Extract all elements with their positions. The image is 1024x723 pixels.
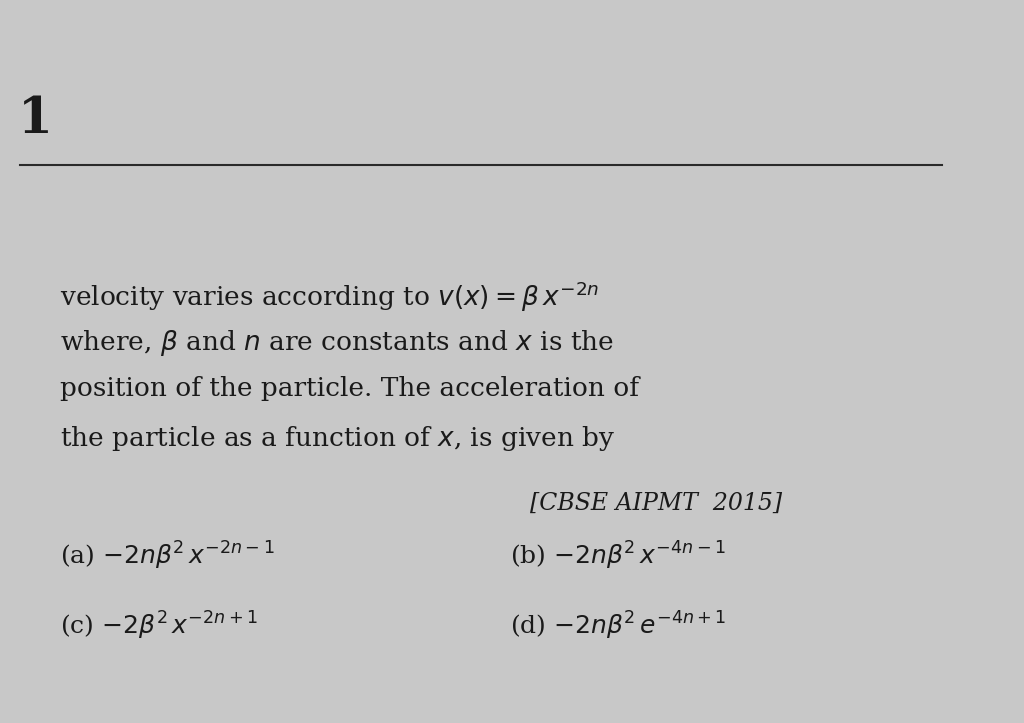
Text: [CBSE AIPMT  2015]: [CBSE AIPMT 2015] <box>530 492 782 515</box>
Text: (d) $-2n\beta^2\, e^{-4n+1}$: (d) $-2n\beta^2\, e^{-4n+1}$ <box>510 610 726 642</box>
Text: position of the particle. The acceleration of: position of the particle. The accelerati… <box>60 376 639 401</box>
Text: velocity varies according to $v(x) = \beta\, x^{-2n}$: velocity varies according to $v(x) = \be… <box>60 280 599 315</box>
Text: 1: 1 <box>18 95 53 144</box>
Text: (c) $-2\beta^2\, x^{-2n+1}$: (c) $-2\beta^2\, x^{-2n+1}$ <box>60 610 258 642</box>
Text: (a) $-2n\beta^2\, x^{-2n-1}$: (a) $-2n\beta^2\, x^{-2n-1}$ <box>60 540 274 572</box>
Text: the particle as a function of $x$, is given by: the particle as a function of $x$, is gi… <box>60 424 615 453</box>
Text: where, $\beta$ and $n$ are constants and $x$ is the: where, $\beta$ and $n$ are constants and… <box>60 328 614 358</box>
Text: (b) $-2n\beta^2\, x^{-4n-1}$: (b) $-2n\beta^2\, x^{-4n-1}$ <box>510 540 726 572</box>
